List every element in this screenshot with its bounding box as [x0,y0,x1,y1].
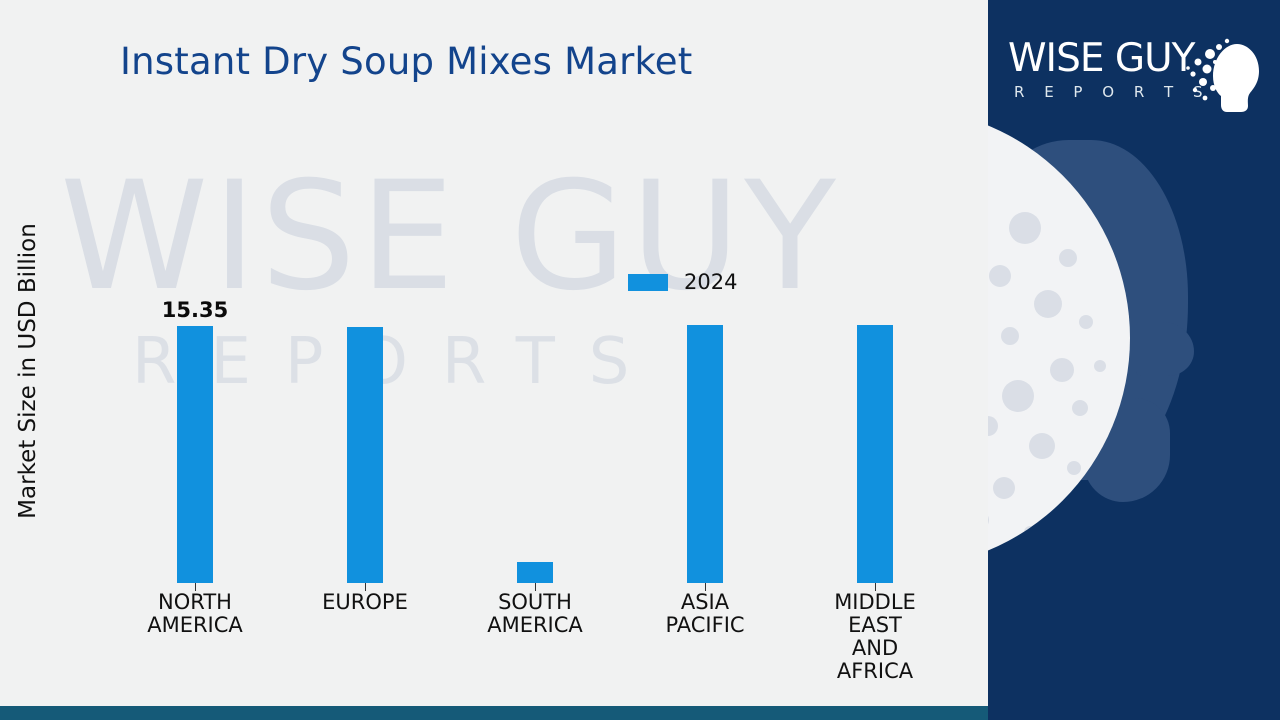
x-label-line: ASIA [680,590,730,614]
x-label-line: AMERICA [147,613,243,637]
plot-area: 15.35 [110,170,960,583]
legend-swatch-2024 [628,273,668,291]
bar-asia-pacific[interactable] [687,324,723,583]
logo-subtitle: R E P O R T S [1014,83,1210,101]
x-label-line: AND [851,636,899,660]
x-label-line: AFRICA [836,659,914,683]
bar-slot-asia-pacific [620,170,790,583]
logo-wordmark: WISE GUY [1008,36,1195,81]
chart-panel: WISE GUY REPORTS Instant Dry Soup Mixes … [15,40,960,683]
bar-slot-north-america: 15.35 [110,170,280,583]
bottom-accent-strip [0,706,988,720]
legend: 2024 [628,270,737,294]
bar-middle-east-and-africa[interactable] [857,324,893,583]
head-nose-decor [1136,322,1194,376]
x-label-south-america: SOUTH AMERICA [450,591,620,683]
tick-slot [450,583,620,593]
bar-europe[interactable] [347,327,383,583]
x-label-line: MIDDLE [834,590,916,614]
page-title: Instant Dry Soup Mixes Market [120,40,693,83]
bar-slot-middle-east-and-africa [790,170,960,583]
x-label-asia-pacific: ASIA PACIFIC [620,591,790,683]
x-label-europe: EUROPE [280,591,450,683]
axis-tick [534,583,536,591]
x-label-middle-east-and-africa: MIDDLE EAST AND AFRICA [790,591,960,683]
x-label-line: EUROPE [322,590,408,614]
axis-tick [364,583,366,591]
axis-tick [704,583,706,591]
bar-north-america[interactable] [177,326,213,583]
x-label-line: PACIFIC [665,613,745,637]
bar-value-north-america: 15.35 [161,298,229,323]
axis-tick [194,583,196,591]
bar-slot-europe [280,170,450,583]
x-axis-ticks [110,583,960,593]
logo-head-profile-icon [1186,38,1259,112]
bar-slot-south-america [450,170,620,583]
axis-tick [874,583,876,591]
x-label-line: SOUTH [498,590,572,614]
brand-circle-dots-decor [988,108,1130,568]
x-label-line: AMERICA [487,613,583,637]
tick-slot [620,583,790,593]
x-label-north-america: NORTH AMERICA [110,591,280,683]
logo: WISE GUY R E P O R T S [1008,36,1263,116]
tick-slot [280,583,450,593]
branding-panel: WISE GUY R E P O R T S [988,0,1280,720]
dot-pattern-icon [988,212,1106,538]
bar-south-america[interactable] [517,562,553,583]
x-label-line: EAST [848,613,902,637]
y-axis-label: Market Size in USD Billion [15,223,41,519]
tick-slot [790,583,960,593]
tick-slot [110,583,280,593]
x-axis-labels: NORTH AMERICA EUROPE SOUTH AMERICA ASIA … [110,591,960,683]
x-label-line: NORTH [158,590,232,614]
legend-label-2024: 2024 [684,270,738,294]
bar-group: 15.35 [110,170,960,583]
